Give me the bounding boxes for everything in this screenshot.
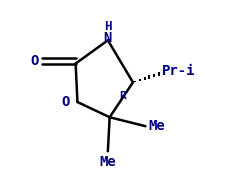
Text: Me: Me — [148, 119, 165, 133]
Text: N: N — [104, 32, 112, 45]
Text: O: O — [62, 95, 70, 109]
Text: H: H — [104, 20, 112, 33]
Text: Me: Me — [99, 155, 116, 169]
Text: Pr-i: Pr-i — [162, 64, 195, 78]
Text: R: R — [119, 91, 125, 101]
Text: O: O — [30, 54, 39, 68]
